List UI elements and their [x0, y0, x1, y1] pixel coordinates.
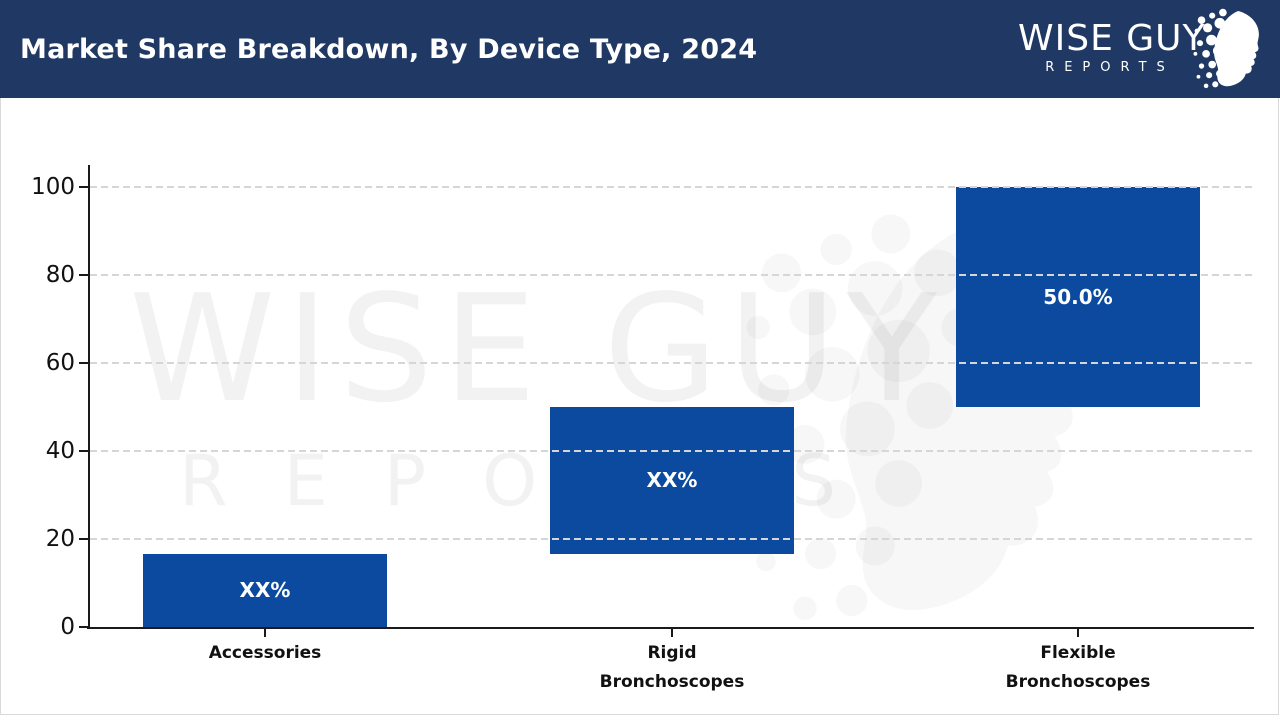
y-tick-label: 40 — [45, 438, 75, 464]
y-tick-label: 0 — [60, 614, 75, 640]
y-tick-mark — [79, 450, 88, 452]
x-category-label: Accessories — [208, 643, 322, 663]
y-tick-mark — [79, 362, 88, 364]
grid-line — [90, 186, 1254, 188]
brand-name: WISE GUY — [1018, 18, 1206, 59]
brand-logo: WISE GUY REPORTS — [1018, 0, 1268, 98]
bar-value-label: XX% — [239, 578, 291, 603]
x-tick-mark — [1077, 629, 1079, 637]
bar — [956, 187, 1200, 407]
header: Market Share Breakdown, By Device Type, … — [0, 0, 1280, 98]
bar-value-label: XX% — [646, 468, 698, 493]
y-tick-label: 20 — [45, 526, 75, 552]
x-axis-spine — [87, 627, 1254, 629]
page-title: Market Share Breakdown, By Device Type, … — [20, 33, 758, 65]
y-tick-mark — [79, 538, 88, 540]
y-tick-label: 60 — [45, 350, 75, 376]
brand-subname: REPORTS — [1045, 60, 1175, 75]
y-tick-mark — [79, 274, 88, 276]
grid-line — [90, 362, 1254, 364]
brand-text: WISE GUY REPORTS — [1018, 18, 1206, 76]
y-tick-label: 80 — [45, 262, 75, 288]
x-category-label: Rigid Bronchoscopes — [599, 643, 745, 692]
y-tick-mark — [79, 626, 88, 628]
bar — [143, 553, 387, 627]
grid-line — [90, 450, 1254, 452]
grid-line — [90, 538, 1254, 540]
x-tick-mark — [671, 629, 673, 637]
x-tick-mark — [264, 629, 266, 637]
bar — [550, 407, 794, 554]
x-category-label: Flexible Bronchoscopes — [1005, 643, 1151, 692]
y-axis-spine — [88, 165, 90, 629]
brand-head-icon — [1190, 8, 1268, 92]
y-tick-mark — [79, 186, 88, 188]
y-tick-label: 100 — [31, 174, 75, 200]
chart-card: WISE GUY REPORTS 0 20 40 60 80 100 XX% XX% 50.0%… — [0, 98, 1279, 715]
bar-value-label: 50.0% — [1043, 285, 1113, 309]
grid-line — [90, 274, 1254, 276]
